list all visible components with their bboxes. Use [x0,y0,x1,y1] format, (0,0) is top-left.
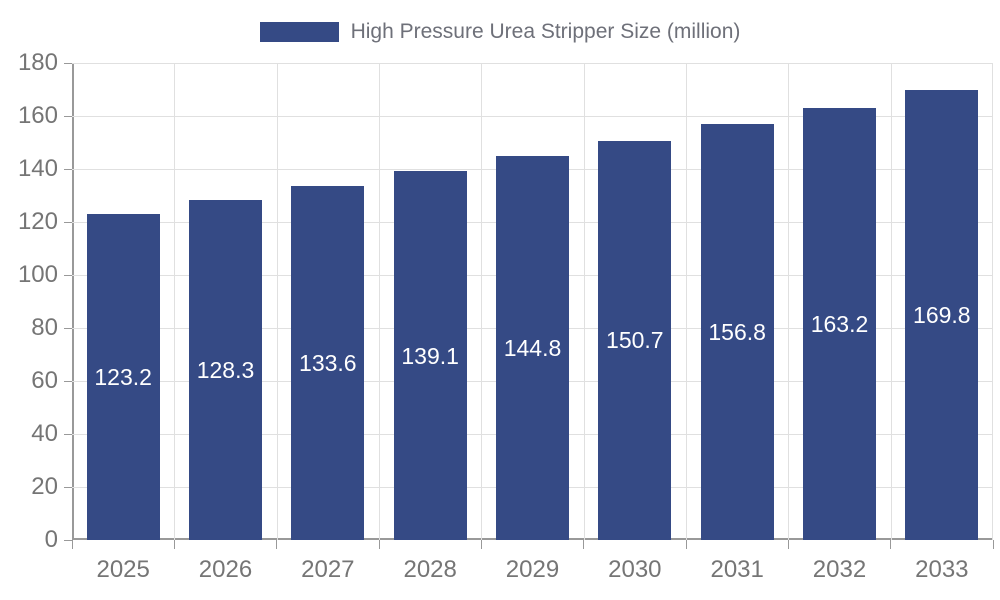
x-axis-label: 2026 [198,556,253,583]
x-axis-tick [378,540,380,549]
y-axis-label: 180 [17,49,58,76]
y-axis-tick [64,221,72,223]
x-axis-label: 2025 [96,556,150,583]
gridline-v [276,63,278,540]
y-axis-label: 140 [17,155,58,182]
bar-2031[interactable] [700,124,774,540]
y-axis-tick [64,486,72,488]
y-axis-tick [64,327,72,329]
legend-label: High Pressure Urea Stripper Size (millio… [350,20,741,43]
y-axis-label: 80 [31,314,58,341]
x-axis-label: 2031 [710,556,764,583]
x-axis-tick [992,540,994,549]
y-axis-tick [64,168,72,170]
gridline-v [481,63,483,540]
gridline-h [72,115,993,117]
x-axis-tick [787,540,789,549]
gridline-v [992,63,993,540]
legend-swatch [259,22,339,42]
x-axis-label: 2027 [301,556,355,583]
y-axis-label: 0 [44,526,58,553]
gridline-h [72,62,993,64]
gridline-v [686,63,687,540]
y-axis-label: 20 [31,473,58,500]
y-axis-tick [64,62,72,64]
legend-item[interactable]: High Pressure Urea Stripper Size (millio… [0,20,1000,44]
bar-2029[interactable] [496,156,569,540]
bar-2027[interactable] [291,185,365,540]
x-axis-label: 2030 [608,556,662,583]
y-axis-label: 120 [17,208,58,235]
y-axis-tick [64,115,72,117]
y-axis-label: 100 [17,261,58,288]
bar-2030[interactable] [598,140,672,540]
y-axis-tick [64,433,72,435]
x-axis-tick [685,540,687,549]
y-axis-tick [64,539,72,541]
gridline-v [583,63,585,540]
x-axis-tick [583,540,585,549]
x-axis-tick [890,540,892,549]
x-axis-label: 2029 [505,556,560,583]
bar-2033[interactable] [905,90,979,540]
y-axis-label: 160 [17,102,58,129]
x-axis-label: 2032 [812,556,867,583]
bar-2028[interactable] [393,171,467,540]
gridline-v [379,63,380,540]
x-axis-tick [480,540,482,549]
gridline-v [174,63,176,540]
gridline-v [890,63,892,540]
gridline-v [788,63,790,540]
y-axis-tick [64,274,72,276]
y-axis-label: 40 [31,420,58,447]
bar-2025[interactable] [86,213,160,540]
x-axis-tick [173,540,175,549]
x-axis-tick [71,540,73,549]
bar-2026[interactable] [189,200,262,540]
x-axis-tick [276,540,278,549]
x-axis-label: 2028 [403,556,457,583]
bar-2032[interactable] [803,107,876,540]
y-axis-label: 60 [31,367,58,394]
x-axis-label: 2033 [915,556,969,583]
y-axis-tick [64,380,72,382]
